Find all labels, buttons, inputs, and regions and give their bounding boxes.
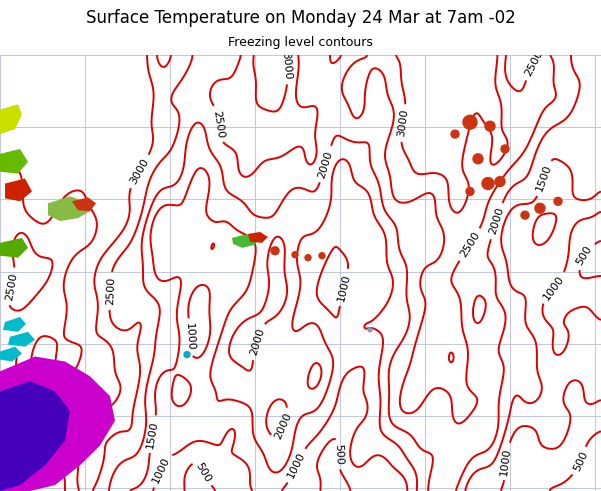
Polygon shape — [48, 196, 90, 221]
Text: 1000: 1000 — [499, 447, 513, 476]
Text: 2000: 2000 — [248, 327, 266, 356]
Circle shape — [451, 130, 459, 138]
Circle shape — [495, 177, 505, 187]
Circle shape — [535, 203, 545, 213]
Circle shape — [521, 211, 529, 219]
Text: Surface Temperature on Monday 24 Mar at 7am -02: Surface Temperature on Monday 24 Mar at … — [85, 9, 516, 27]
Text: 2500: 2500 — [458, 230, 481, 259]
Circle shape — [305, 255, 311, 261]
Circle shape — [319, 253, 325, 259]
Text: 1500: 1500 — [534, 164, 554, 193]
Polygon shape — [8, 332, 35, 347]
Text: 2000: 2000 — [317, 149, 335, 179]
Text: 500: 500 — [575, 244, 594, 267]
Text: 500: 500 — [572, 450, 590, 473]
Text: 2000: 2000 — [487, 206, 505, 236]
Circle shape — [463, 115, 477, 129]
Circle shape — [554, 197, 562, 205]
Circle shape — [368, 328, 372, 332]
Polygon shape — [232, 234, 258, 248]
Polygon shape — [5, 179, 32, 201]
Text: 1500: 1500 — [145, 420, 160, 449]
Circle shape — [473, 154, 483, 164]
Text: 3000: 3000 — [128, 157, 150, 186]
Text: 500: 500 — [193, 461, 212, 484]
Circle shape — [184, 352, 190, 357]
Text: 1000: 1000 — [542, 274, 566, 302]
Polygon shape — [0, 105, 22, 134]
Polygon shape — [0, 381, 70, 491]
Text: 1000: 1000 — [185, 323, 196, 352]
Circle shape — [501, 145, 509, 153]
Polygon shape — [0, 149, 28, 174]
Polygon shape — [3, 317, 26, 332]
Polygon shape — [0, 356, 115, 491]
Polygon shape — [0, 238, 28, 258]
Circle shape — [466, 188, 474, 195]
Circle shape — [482, 178, 494, 190]
Text: 2500: 2500 — [211, 109, 225, 138]
Text: 2500: 2500 — [522, 48, 545, 78]
Text: 2500: 2500 — [105, 276, 116, 305]
Polygon shape — [248, 232, 268, 243]
Circle shape — [292, 252, 298, 258]
Text: 500: 500 — [333, 443, 344, 465]
Text: 1000: 1000 — [336, 273, 352, 302]
Text: Freezing level contours: Freezing level contours — [228, 36, 373, 50]
Text: 3000: 3000 — [397, 109, 410, 137]
Text: 2000: 2000 — [273, 411, 294, 441]
Text: 1000: 1000 — [151, 455, 172, 485]
Text: 3000: 3000 — [281, 51, 293, 80]
Text: 2500: 2500 — [5, 272, 19, 301]
Text: 1000: 1000 — [285, 451, 307, 480]
Polygon shape — [72, 197, 96, 211]
Polygon shape — [0, 347, 22, 361]
Circle shape — [271, 247, 279, 255]
Text: 2500: 2500 — [41, 436, 72, 456]
Text: 2000: 2000 — [13, 464, 43, 487]
Circle shape — [485, 121, 495, 131]
